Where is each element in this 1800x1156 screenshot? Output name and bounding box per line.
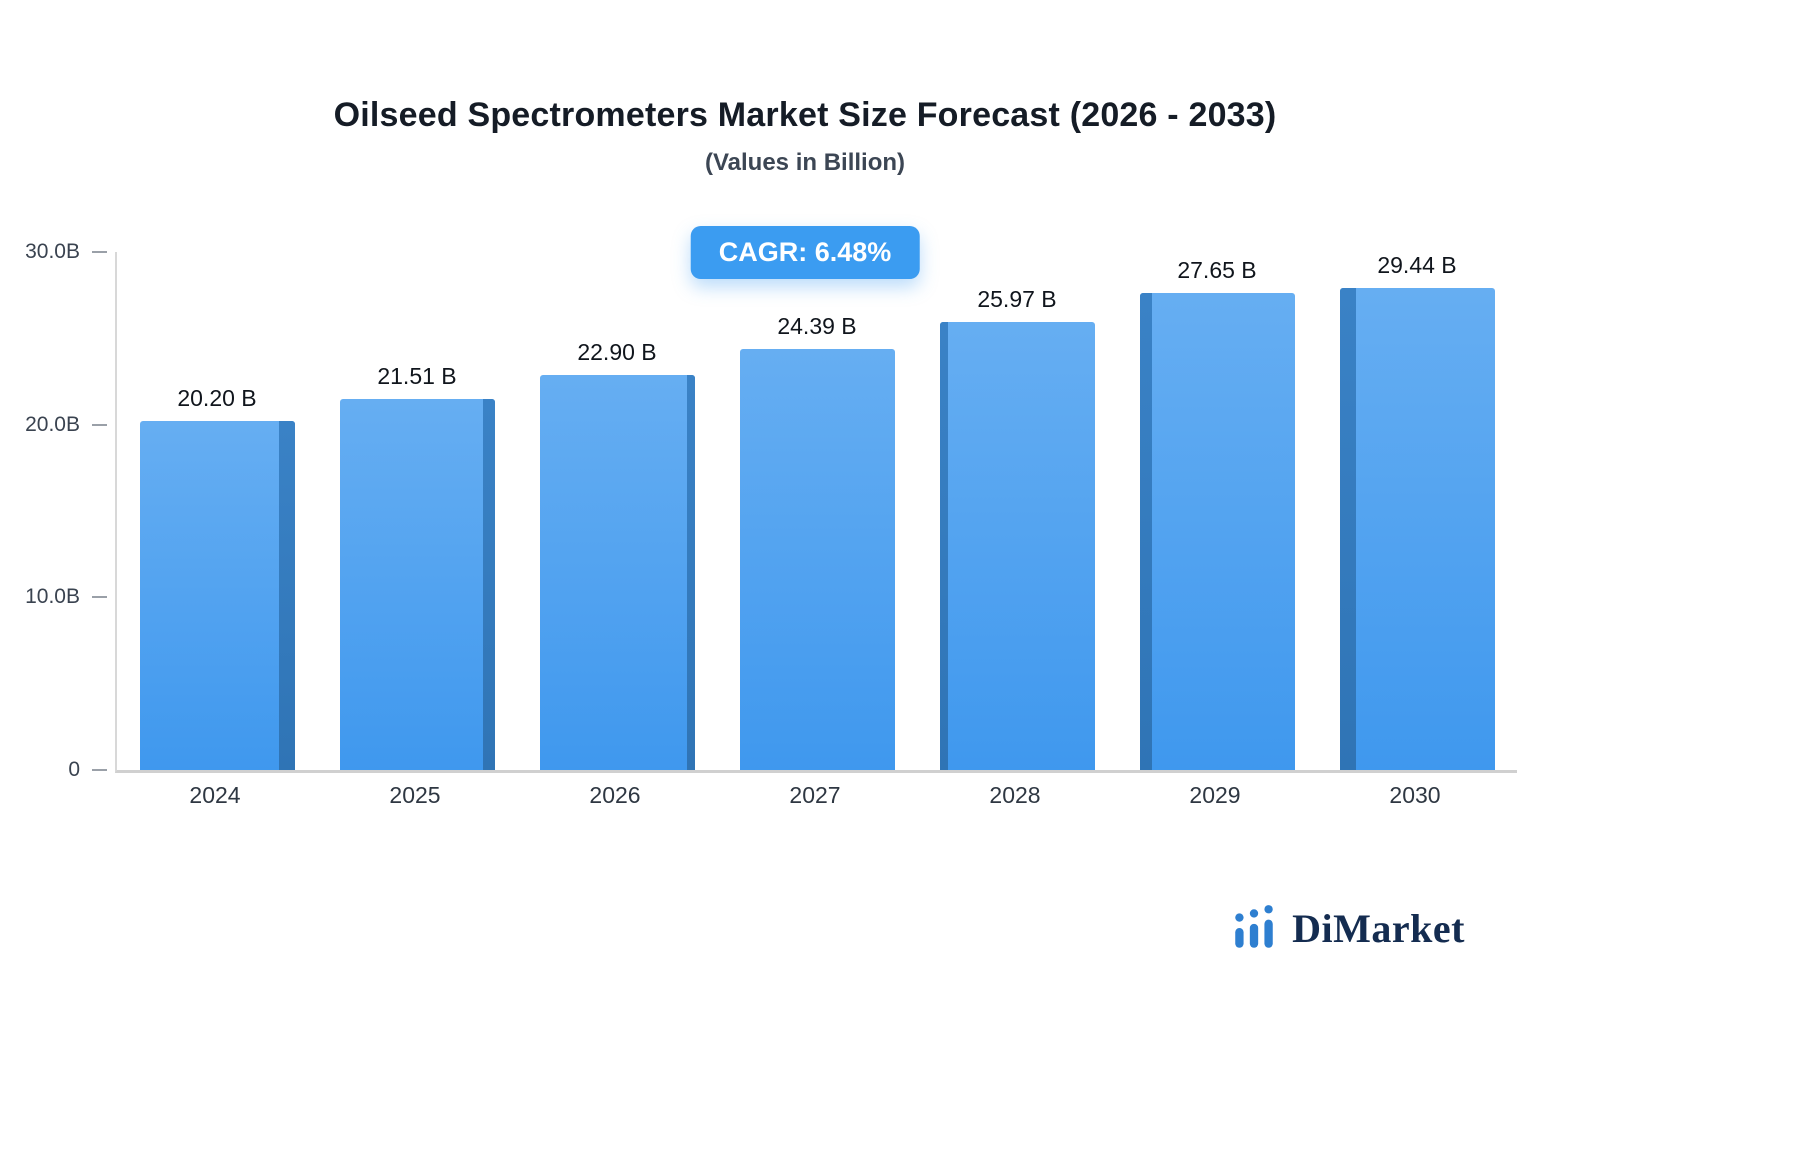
bar-3d-edge — [686, 374, 695, 770]
brand-name: DiMarket — [1292, 905, 1465, 951]
bar-slot: 29.44 B — [1317, 252, 1517, 770]
y-tick-label: 30.0B — [25, 240, 80, 263]
bar-slot: 21.51 B — [317, 252, 517, 770]
bar-value-label: 24.39 B — [777, 312, 857, 339]
bar-slot: 24.39 B — [717, 252, 917, 770]
x-axis-label: 2026 — [589, 782, 641, 808]
bar-value-label: 21.51 B — [377, 362, 457, 389]
bars: 20.20 B 21.51 B 22.90 B 24.39 B 25.97 B 27.65… — [117, 252, 1517, 770]
x-axis-label: 2030 — [1389, 782, 1441, 808]
y-tick-mark — [92, 251, 107, 253]
bar-3d-edge — [482, 398, 495, 770]
y-tick: 20.0B — [0, 413, 107, 437]
brand-logo: DiMarket — [1229, 903, 1465, 953]
bar-value-label: 25.97 B — [977, 285, 1057, 312]
page-title: Oilseed Spectrometers Market Size Foreca… — [333, 96, 1277, 134]
bar-value-label: 29.44 B — [1377, 252, 1457, 278]
y-tick: 0 — [0, 758, 107, 782]
x-axis-label: 2028 — [989, 782, 1041, 808]
y-tick-label: 0 — [68, 758, 80, 781]
bar-slot: 20.20 B — [117, 252, 317, 770]
bar-value-label: 20.20 B — [177, 385, 257, 412]
bar-3d-edge — [1339, 288, 1356, 770]
bar-2027 — [739, 348, 895, 770]
bar-slot: 25.97 B — [917, 252, 1117, 770]
y-tick-mark — [92, 423, 107, 426]
bar-3d-edge — [939, 321, 948, 770]
x-axis-label: 2029 — [1189, 782, 1241, 808]
bar-value-label: 27.65 B — [1177, 256, 1257, 283]
bar-value-label: 22.90 B — [577, 338, 657, 365]
x-axis-label: 2024 — [189, 782, 241, 808]
bar-slot: 22.90 B — [517, 252, 717, 770]
bar-2028 — [939, 321, 1095, 770]
x-axis-label: 2027 — [789, 782, 841, 808]
y-axis: 0 10.0B 20.0B 30.0B — [0, 240, 107, 781]
y-tick-label: 10.0B — [25, 585, 80, 609]
y-tick-mark — [92, 769, 107, 771]
y-tick: 10.0B — [0, 585, 107, 609]
bar-2024 — [139, 421, 295, 770]
plot-area: 20.20 B 21.51 B 22.90 B 24.39 B 25.97 B 27.65… — [115, 252, 1517, 773]
chart-subtitle: (Values in Billion) — [704, 149, 906, 176]
bar-2030 — [1339, 288, 1495, 770]
y-tick-mark — [92, 596, 107, 599]
x-axis-labels: 2024 2025 2026 2027 2028 2029 2030 — [115, 782, 1515, 809]
x-axis-label: 2025 — [389, 782, 441, 808]
mini-bar-chart-icon — [1235, 905, 1273, 948]
bar-2025 — [339, 398, 495, 770]
bar-3d-edge — [278, 421, 295, 770]
y-tick: 30.0B — [0, 240, 107, 264]
bar-3d-edge — [1139, 292, 1152, 770]
cagr-badge: CAGR: 6.48% — [690, 226, 920, 279]
bar-slot: 27.65 B — [1117, 252, 1317, 770]
y-tick-label: 20.0B — [25, 412, 80, 436]
bar-2029 — [1139, 292, 1295, 770]
bar-2026 — [539, 374, 695, 770]
